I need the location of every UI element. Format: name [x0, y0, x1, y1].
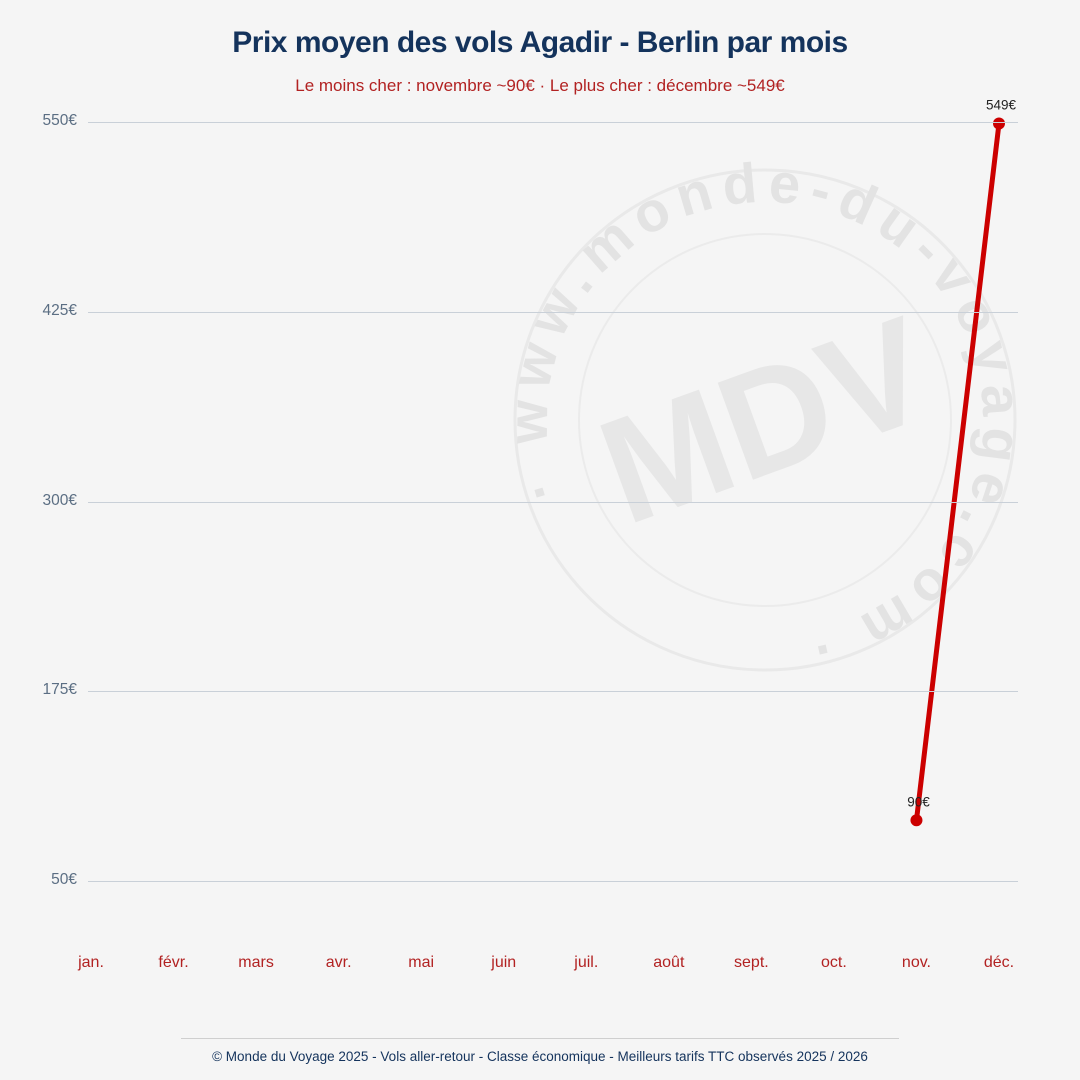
footer-text: © Monde du Voyage 2025 - Vols aller-reto… [212, 1049, 868, 1064]
x-axis-month-label: oct. [821, 954, 847, 971]
x-axis-month-label: mars [238, 954, 274, 971]
y-axis-tick-label: 300€ [42, 491, 77, 509]
footer-divider [181, 1038, 899, 1039]
point-value-label: 90€ [907, 794, 930, 809]
y-axis-tick-label: 175€ [42, 681, 77, 699]
watermark-outer-ring [513, 168, 1017, 672]
gridline [88, 122, 1018, 123]
watermark-inner-ring [578, 233, 952, 607]
x-axis-month-label: févr. [158, 954, 189, 971]
data-point [993, 117, 1005, 130]
gridline [88, 691, 1018, 693]
gridline [88, 881, 1018, 882]
x-axis-month-label: mai [408, 954, 435, 971]
x-axis-month-label: juin [491, 954, 517, 971]
x-axis-month-label: déc. [983, 954, 1015, 971]
point-value-label: 549€ [986, 98, 1017, 113]
data-point [910, 814, 923, 827]
x-axis-month-label: juil. [574, 954, 599, 971]
chart-title: Prix moyen des vols Agadir - Berlin par … [232, 26, 848, 59]
x-axis-month-label: avr. [325, 954, 352, 971]
x-axis-month-label: nov. [901, 954, 931, 971]
x-axis-month-label: jan. [78, 954, 104, 971]
x-axis-month-label: sept. [734, 954, 769, 971]
gridline [88, 311, 1018, 313]
gridline [88, 501, 1018, 503]
y-axis-tick-label: 550€ [42, 112, 77, 129]
y-axis-tick-label: 425€ [42, 301, 77, 319]
y-axis-tick-label: 50€ [51, 871, 77, 888]
chart-subtitle: Le moins cher : novembre ~90€ · Le plus … [295, 76, 785, 95]
price-line [913, 121, 1002, 823]
x-axis-month-label: août [653, 954, 685, 971]
